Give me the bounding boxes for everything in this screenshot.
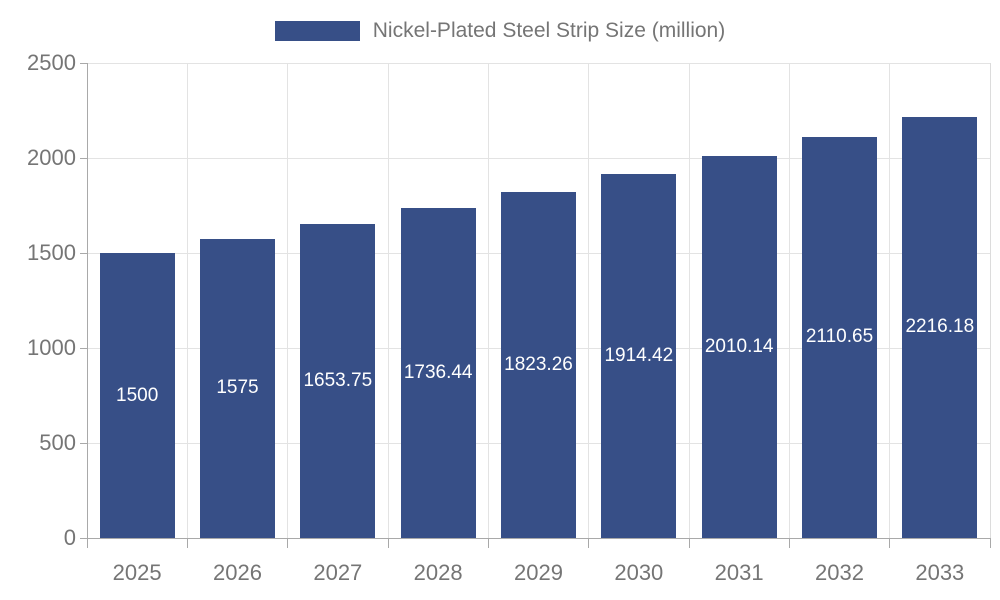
y-axis-tick-label: 1500 — [27, 240, 76, 265]
bar[interactable] — [601, 174, 677, 538]
x-axis-tick — [588, 538, 590, 548]
bar[interactable] — [501, 191, 576, 538]
x-axis-tick-label: 2026 — [213, 560, 262, 585]
y-axis-tick — [80, 537, 87, 539]
y-axis-tick-label: 1000 — [27, 335, 76, 360]
y-axis-tick-label: 500 — [39, 430, 76, 455]
x-axis-tick — [186, 538, 188, 548]
gridline-vertical — [889, 63, 891, 538]
y-axis-tick-label: 0 — [63, 525, 76, 550]
y-axis-tick — [80, 157, 87, 159]
right-spine — [989, 63, 991, 538]
x-axis-line — [87, 537, 990, 539]
x-axis-tick-label: 2025 — [112, 560, 162, 585]
x-axis-tick — [688, 538, 690, 548]
gridline-vertical — [588, 63, 590, 538]
x-axis-tick — [487, 538, 489, 548]
gridline-vertical — [788, 63, 790, 538]
y-axis-tick — [80, 252, 87, 254]
gridline-horizontal — [87, 62, 990, 64]
bar[interactable] — [99, 253, 175, 538]
bar[interactable] — [701, 156, 777, 538]
x-axis-tick-label: 2028 — [413, 560, 463, 585]
y-axis-tick-label: 2500 — [27, 50, 76, 75]
legend-label: Nickel-Plated Steel Strip Size (million) — [372, 19, 726, 42]
x-axis-tick-label: 2033 — [915, 560, 965, 585]
bar[interactable] — [300, 223, 376, 538]
y-axis-tick — [80, 62, 87, 64]
x-axis-tick-label: 2031 — [714, 560, 764, 585]
legend-swatch-icon — [274, 21, 360, 41]
x-axis-tick — [387, 538, 389, 548]
bar[interactable] — [200, 238, 275, 538]
y-axis-line — [86, 63, 88, 539]
gridline-vertical — [287, 63, 289, 538]
legend-item[interactable]: Nickel-Plated Steel Strip Size (million) — [0, 16, 1000, 46]
gridline-vertical — [487, 63, 489, 538]
x-axis-tick — [788, 538, 790, 548]
gridline-vertical — [688, 63, 690, 538]
gridline-vertical — [186, 63, 188, 538]
y-axis-tick-label: 2000 — [27, 145, 76, 170]
bar[interactable] — [802, 136, 877, 538]
x-axis-tick — [989, 538, 991, 548]
x-axis-tick — [86, 538, 88, 548]
gridline-horizontal — [87, 157, 990, 159]
x-axis-tick-label: 2032 — [815, 560, 864, 585]
gridline-vertical — [387, 63, 389, 538]
x-axis-tick — [889, 538, 891, 548]
x-axis-tick — [287, 538, 289, 548]
x-axis-tick-label: 2027 — [313, 560, 363, 585]
x-axis-tick-label: 2029 — [514, 560, 563, 585]
bar[interactable] — [902, 116, 978, 538]
y-axis-tick — [80, 347, 87, 349]
x-axis-tick-label: 2030 — [614, 560, 664, 585]
bar[interactable] — [400, 208, 476, 538]
y-axis-tick — [80, 442, 87, 444]
